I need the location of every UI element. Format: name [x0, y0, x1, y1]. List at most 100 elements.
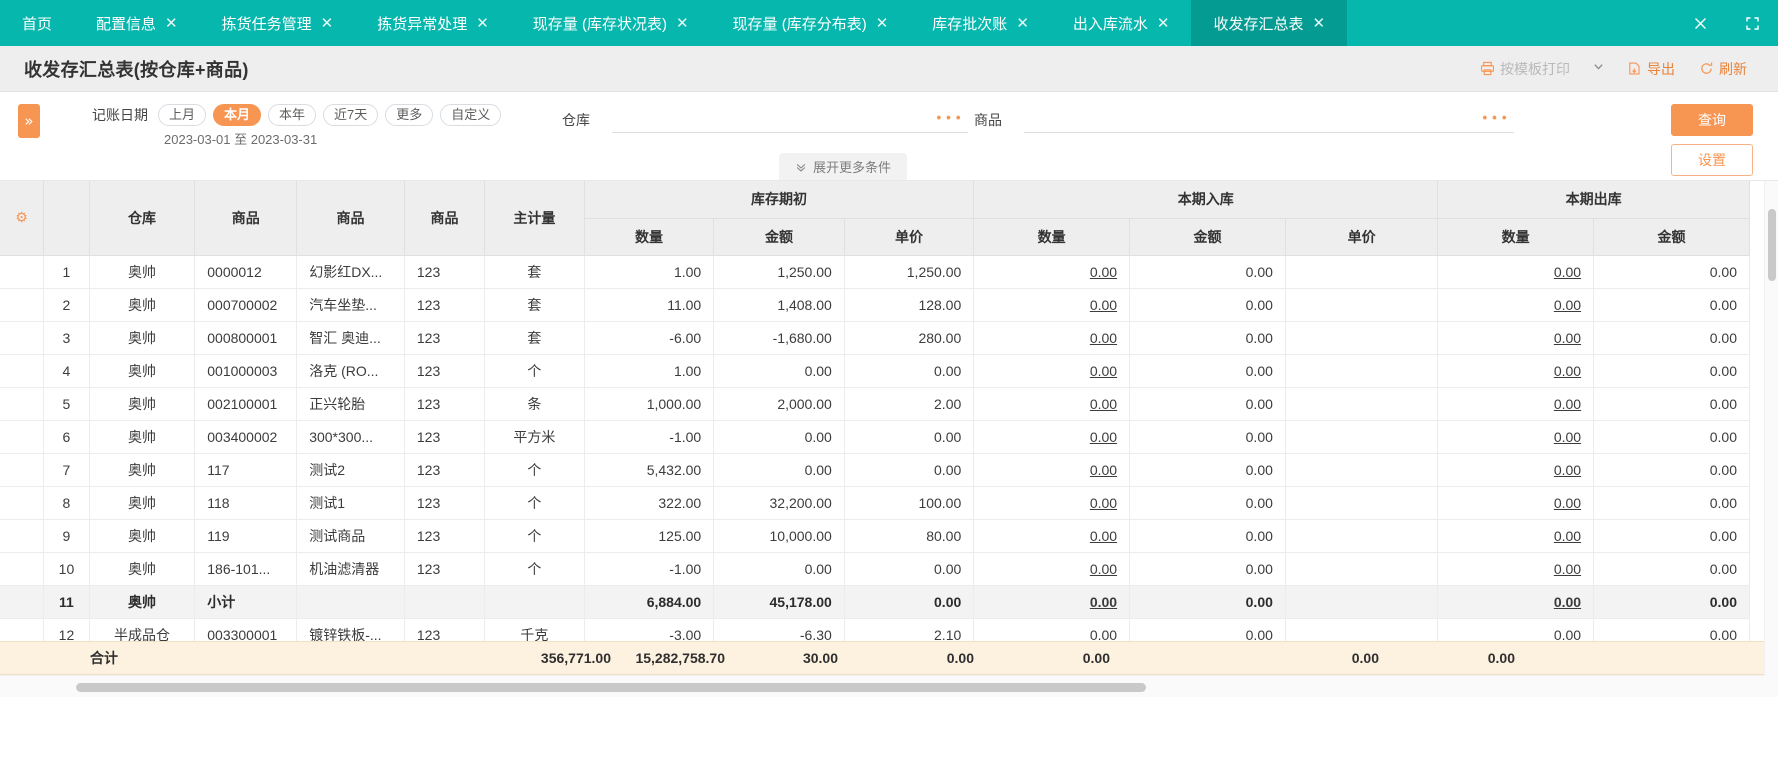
- header-warehouse[interactable]: 仓库: [89, 181, 196, 256]
- drilldown-link[interactable]: 0.00: [1089, 329, 1118, 346]
- tab-close-icon[interactable]: ✕: [476, 13, 489, 32]
- vertical-scrollbar[interactable]: [1764, 181, 1778, 675]
- drilldown-link[interactable]: 0.00: [1553, 263, 1582, 280]
- table-row[interactable]: 7 奥帅 117 测试2 123 个 5,432.00 0.00 0.00 0.00 0.00 0.0…: [0, 453, 1750, 487]
- cell-inbound-qty[interactable]: 0.00: [973, 519, 1131, 553]
- drilldown-link[interactable]: 0.00: [1089, 461, 1118, 478]
- header-product-code[interactable]: 商品: [194, 181, 298, 256]
- tab-item[interactable]: 配置信息 ✕: [74, 0, 200, 46]
- table-row[interactable]: 4 奥帅 001000003 洛克 (RO... 123 个 1.00 0.00 0.00 0.0…: [0, 354, 1750, 388]
- tab-item[interactable]: 拣货异常处理 ✕: [355, 0, 511, 46]
- tab-item[interactable]: 拣货任务管理 ✕: [200, 0, 356, 46]
- drilldown-link[interactable]: 0.00: [1089, 395, 1118, 412]
- header-inbound-qty[interactable]: 数量: [973, 218, 1131, 256]
- cell-outbound-qty[interactable]: 0.00: [1437, 453, 1595, 487]
- column-settings-button[interactable]: ⚙: [0, 181, 45, 256]
- cell-inbound-qty[interactable]: 0.00: [973, 321, 1131, 355]
- header-inbound-amt[interactable]: 金额: [1129, 218, 1286, 256]
- date-chip[interactable]: 近7天: [323, 104, 379, 126]
- cell-outbound-qty[interactable]: 0.00: [1437, 585, 1595, 619]
- table-row[interactable]: 9 奥帅 119 测试商品 123 个 125.00 10,000.00 80.00 0.00 0.…: [0, 519, 1750, 553]
- header-product-spec[interactable]: 商品: [404, 181, 486, 256]
- tab-close-icon[interactable]: ✕: [165, 13, 178, 32]
- table-row[interactable]: 3 奥帅 000800001 智汇 奥迪... 123 套 -6.00 -1,680.00 28…: [0, 321, 1750, 355]
- header-row-number[interactable]: [43, 181, 90, 256]
- warehouse-input[interactable]: [612, 111, 968, 127]
- product-picker-button[interactable]: •••: [1480, 111, 1510, 127]
- tab-close-icon[interactable]: ✕: [320, 13, 334, 32]
- drilldown-link[interactable]: 0.00: [1553, 362, 1582, 379]
- drilldown-link[interactable]: 0.00: [1089, 560, 1118, 577]
- tab-close-icon[interactable]: ✕: [1016, 13, 1029, 32]
- query-button[interactable]: 查询: [1671, 104, 1753, 136]
- refresh-button[interactable]: 刷新: [1690, 55, 1756, 83]
- drilldown-link[interactable]: 0.00: [1553, 494, 1582, 511]
- cell-inbound-qty[interactable]: 0.00: [973, 420, 1131, 454]
- drilldown-link[interactable]: 0.00: [1553, 329, 1582, 346]
- cell-inbound-qty[interactable]: 0.00: [973, 552, 1131, 586]
- table-row[interactable]: 10 奥帅 186-101... 机油滤清器 123 个 -1.00 0.00 0.00 0.00…: [0, 552, 1750, 586]
- cell-inbound-qty[interactable]: 0.00: [973, 486, 1131, 520]
- header-main-unit[interactable]: 主计量: [484, 181, 585, 256]
- drilldown-link[interactable]: 0.00: [1089, 527, 1118, 544]
- tab-close-icon[interactable]: ✕: [675, 13, 689, 32]
- date-chip[interactable]: 自定义: [440, 104, 502, 126]
- table-row[interactable]: 8 奥帅 118 测试1 123 个 322.00 32,200.00 100.00 0.00 0.…: [0, 486, 1750, 520]
- drilldown-link[interactable]: 0.00: [1553, 296, 1582, 313]
- drilldown-link[interactable]: 0.00: [1089, 296, 1118, 313]
- date-chip[interactable]: 上月: [158, 104, 207, 126]
- date-chip[interactable]: 本月: [213, 104, 262, 126]
- cell-outbound-qty[interactable]: 0.00: [1437, 519, 1595, 553]
- header-opening-price[interactable]: 单价: [844, 218, 975, 256]
- tab-item[interactable]: 库存批次账 ✕: [910, 0, 1051, 46]
- drilldown-link[interactable]: 0.00: [1553, 593, 1582, 610]
- cell-inbound-qty[interactable]: 0.00: [973, 354, 1131, 388]
- cell-outbound-qty[interactable]: 0.00: [1437, 288, 1595, 322]
- tab-item[interactable]: 首页: [0, 0, 74, 46]
- print-dropdown-button[interactable]: [1585, 56, 1612, 82]
- drilldown-link[interactable]: 0.00: [1089, 428, 1118, 445]
- tab-close-icon[interactable]: ✕: [1312, 13, 1326, 32]
- header-outbound-qty[interactable]: 数量: [1437, 218, 1595, 256]
- cell-inbound-qty[interactable]: 0.00: [973, 585, 1131, 619]
- tab-close-icon[interactable]: ✕: [875, 13, 889, 32]
- cell-outbound-qty[interactable]: 0.00: [1437, 255, 1595, 289]
- tab-close-icon[interactable]: ✕: [1156, 13, 1170, 32]
- cell-outbound-qty[interactable]: 0.00: [1437, 321, 1595, 355]
- close-window-button[interactable]: [1674, 0, 1726, 46]
- header-opening-amt[interactable]: 金额: [713, 218, 845, 256]
- product-input[interactable]: [1024, 111, 1514, 127]
- drilldown-link[interactable]: 0.00: [1553, 461, 1582, 478]
- warehouse-picker-button[interactable]: •••: [934, 111, 964, 127]
- tab-item[interactable]: 收发存汇总表 ✕: [1191, 0, 1348, 46]
- maximize-window-button[interactable]: [1726, 0, 1778, 46]
- horizontal-scrollbar-thumb[interactable]: [76, 683, 1146, 692]
- drilldown-link[interactable]: 0.00: [1089, 263, 1118, 280]
- table-row[interactable]: 5 奥帅 002100001 正兴轮胎 123 条 1,000.00 2,000.00 2.00…: [0, 387, 1750, 421]
- collapse-sidebar-button[interactable]: »: [18, 104, 40, 138]
- export-button[interactable]: 导出: [1618, 55, 1684, 83]
- table-row[interactable]: 1 奥帅 0000012 幻影红DX... 123 套 1.00 1,250.00 1,250.…: [0, 255, 1750, 289]
- tab-item[interactable]: 现存量 (库存分布表) ✕: [711, 0, 911, 46]
- drilldown-link[interactable]: 0.00: [1089, 362, 1118, 379]
- drilldown-link[interactable]: 0.00: [1553, 527, 1582, 544]
- cell-outbound-qty[interactable]: 0.00: [1437, 420, 1595, 454]
- tab-item[interactable]: 出入库流水 ✕: [1051, 0, 1192, 46]
- header-opening-qty[interactable]: 数量: [584, 218, 715, 256]
- vertical-scrollbar-thumb[interactable]: [1768, 209, 1776, 281]
- cell-outbound-qty[interactable]: 0.00: [1437, 354, 1595, 388]
- cell-inbound-qty[interactable]: 0.00: [973, 288, 1131, 322]
- table-subtotal-row[interactable]: 11 奥帅 小计 6,884.00 45,178.00 0.00 0.00 0.00 0.00 0…: [0, 585, 1750, 619]
- drilldown-link[interactable]: 0.00: [1553, 428, 1582, 445]
- table-row[interactable]: 2 奥帅 000700002 汽车坐垫... 123 套 11.00 1,408.00 128.…: [0, 288, 1750, 322]
- drilldown-link[interactable]: 0.00: [1553, 395, 1582, 412]
- horizontal-scrollbar[interactable]: [0, 675, 1764, 697]
- drilldown-link[interactable]: 0.00: [1089, 494, 1118, 511]
- cell-inbound-qty[interactable]: 0.00: [973, 255, 1131, 289]
- cell-outbound-qty[interactable]: 0.00: [1437, 387, 1595, 421]
- drilldown-link[interactable]: 0.00: [1553, 560, 1582, 577]
- tab-item[interactable]: 现存量 (库存状况表) ✕: [511, 0, 711, 46]
- date-chip[interactable]: 本年: [268, 104, 317, 126]
- table-row[interactable]: 6 奥帅 003400002 300*300... 123 平方米 -1.00 0.00 0.0…: [0, 420, 1750, 454]
- settings-button[interactable]: 设置: [1671, 144, 1753, 176]
